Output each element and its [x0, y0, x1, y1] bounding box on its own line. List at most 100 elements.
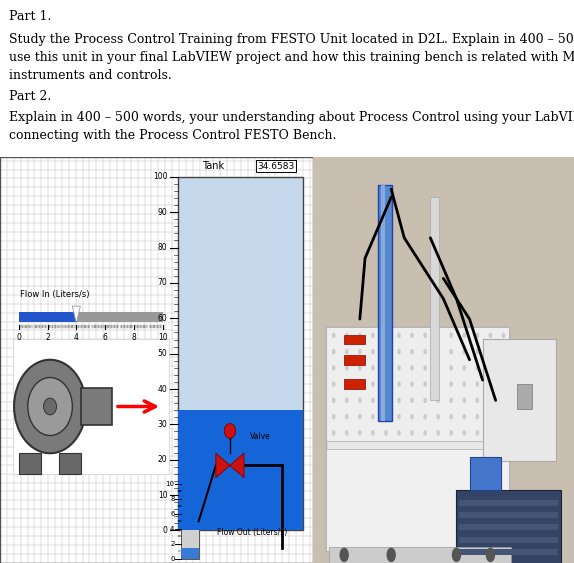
Circle shape	[463, 333, 466, 338]
Bar	[326, 327, 509, 551]
Text: use this unit in your final LabVIEW project and how this training bench is relat: use this unit in your final LabVIEW proj…	[9, 51, 574, 64]
Circle shape	[384, 414, 388, 419]
Text: 40: 40	[158, 385, 168, 394]
Text: 2: 2	[45, 333, 50, 342]
Text: Part 1.: Part 1.	[9, 10, 51, 23]
Circle shape	[371, 397, 375, 403]
Circle shape	[345, 365, 348, 370]
Text: 8: 8	[131, 333, 136, 342]
Circle shape	[475, 365, 479, 370]
Circle shape	[371, 365, 375, 370]
Text: Valve: Valve	[250, 432, 271, 441]
Circle shape	[410, 365, 414, 370]
Circle shape	[502, 397, 505, 403]
Text: 34.6583: 34.6583	[257, 162, 294, 171]
Bar	[344, 334, 365, 345]
Polygon shape	[72, 306, 80, 323]
Circle shape	[423, 381, 427, 387]
Circle shape	[410, 430, 414, 436]
Text: 20: 20	[158, 455, 168, 464]
Bar	[19, 453, 41, 473]
Text: 70: 70	[158, 279, 168, 288]
Text: 4: 4	[170, 526, 174, 532]
Text: 50: 50	[158, 349, 168, 358]
Circle shape	[410, 349, 414, 355]
Text: 100: 100	[153, 172, 168, 181]
Circle shape	[384, 430, 388, 436]
Text: Flow Out (Liters/s): Flow Out (Liters/s)	[217, 528, 287, 537]
Circle shape	[332, 365, 336, 370]
Circle shape	[488, 414, 492, 419]
Bar	[326, 327, 509, 441]
Bar	[459, 524, 559, 530]
Bar	[459, 500, 559, 506]
Text: 30: 30	[158, 420, 168, 429]
Circle shape	[502, 349, 505, 355]
Text: 2: 2	[170, 541, 174, 547]
Circle shape	[463, 430, 466, 436]
Circle shape	[463, 414, 466, 419]
Text: 6: 6	[170, 511, 174, 517]
Circle shape	[449, 397, 453, 403]
Circle shape	[332, 430, 336, 436]
Circle shape	[449, 365, 453, 370]
Text: 8: 8	[170, 496, 174, 502]
Circle shape	[452, 548, 461, 562]
Circle shape	[423, 397, 427, 403]
Circle shape	[463, 365, 466, 370]
Circle shape	[423, 349, 427, 355]
Circle shape	[463, 381, 466, 387]
Circle shape	[436, 365, 440, 370]
Text: 10: 10	[158, 490, 168, 499]
Bar	[456, 490, 561, 563]
Circle shape	[14, 360, 86, 453]
Circle shape	[358, 381, 362, 387]
Circle shape	[410, 333, 414, 338]
Circle shape	[384, 365, 388, 370]
Circle shape	[371, 414, 375, 419]
Circle shape	[397, 430, 401, 436]
Text: 0: 0	[16, 333, 21, 342]
Bar	[459, 537, 559, 543]
Circle shape	[423, 365, 427, 370]
Bar	[328, 547, 511, 563]
Bar	[381, 185, 385, 421]
Bar	[60, 453, 82, 473]
Text: 60: 60	[158, 314, 168, 323]
Circle shape	[224, 423, 235, 438]
Circle shape	[358, 414, 362, 419]
Circle shape	[358, 365, 362, 370]
Bar	[344, 355, 365, 365]
Circle shape	[436, 381, 440, 387]
Circle shape	[423, 430, 427, 436]
Circle shape	[436, 349, 440, 355]
Text: 10: 10	[165, 481, 174, 487]
Circle shape	[449, 381, 453, 387]
Circle shape	[384, 381, 388, 387]
Circle shape	[332, 397, 336, 403]
Circle shape	[436, 333, 440, 338]
Circle shape	[358, 397, 362, 403]
Bar	[181, 548, 199, 559]
Circle shape	[44, 398, 56, 415]
Bar	[76, 312, 162, 323]
Circle shape	[502, 365, 505, 370]
Circle shape	[332, 414, 336, 419]
Text: 6: 6	[103, 333, 107, 342]
Circle shape	[449, 333, 453, 338]
Polygon shape	[216, 453, 230, 477]
Bar	[19, 312, 76, 323]
Circle shape	[358, 333, 362, 338]
Circle shape	[449, 349, 453, 355]
Circle shape	[449, 430, 453, 436]
Circle shape	[436, 414, 440, 419]
Circle shape	[332, 349, 336, 355]
FancyArrowPatch shape	[118, 401, 156, 412]
Circle shape	[410, 397, 414, 403]
Text: 80: 80	[158, 243, 168, 252]
Circle shape	[488, 430, 492, 436]
Circle shape	[423, 414, 427, 419]
Bar	[430, 197, 440, 400]
Bar	[459, 549, 559, 555]
Circle shape	[345, 349, 348, 355]
